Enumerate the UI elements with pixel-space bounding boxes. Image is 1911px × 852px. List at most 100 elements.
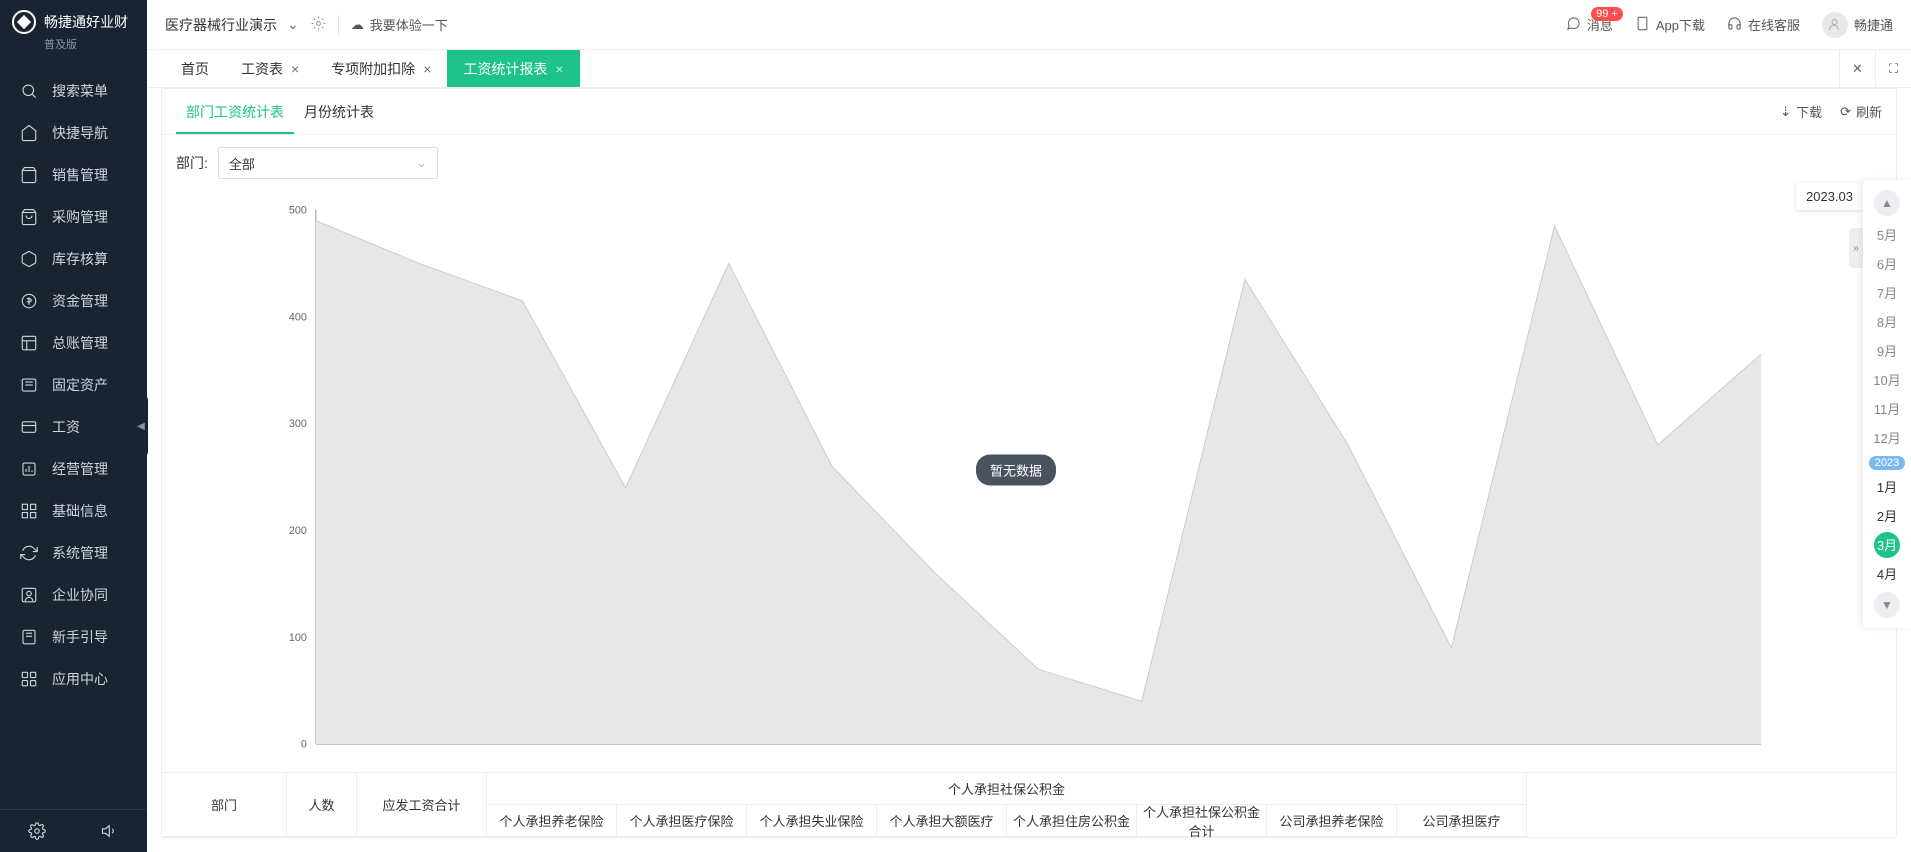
nav-item-bag[interactable]: 采购管理 bbox=[0, 196, 147, 238]
col-header: 公司承担养老保险 bbox=[1267, 805, 1397, 837]
messages-button[interactable]: 消息 99 + bbox=[1566, 15, 1613, 34]
month-item[interactable]: 12月 bbox=[1863, 423, 1911, 452]
nav-item-collab[interactable]: 企业协同 bbox=[0, 574, 147, 616]
brand-logo-icon bbox=[12, 10, 36, 34]
nav: 搜索菜单快捷导航销售管理采购管理库存核算资金管理总账管理固定资产工资经营管理基础… bbox=[0, 62, 147, 809]
message-icon bbox=[1566, 16, 1581, 34]
month-item[interactable]: 6月 bbox=[1863, 249, 1911, 278]
tab-label: 首页 bbox=[181, 59, 209, 79]
chevron-down-icon: ⌄ bbox=[287, 16, 299, 33]
col-header: 应发工资合计 bbox=[357, 773, 487, 837]
nav-item-wallet[interactable]: 资金管理 bbox=[0, 280, 147, 322]
report-icon bbox=[20, 460, 38, 478]
sub-tabs: 部门工资统计表 月份统计表 ⇣ 下载 ⟳ 刷新 bbox=[162, 89, 1896, 135]
col-header: 个人承担大额医疗 bbox=[877, 805, 1007, 837]
app-download-button[interactable]: App下载 bbox=[1635, 15, 1705, 34]
tab-label: 工资统计报表 bbox=[463, 59, 547, 79]
nav-item-label: 搜索菜单 bbox=[52, 81, 108, 101]
sidebar-collapse-handle[interactable]: ◀ bbox=[134, 396, 148, 456]
tab-2[interactable]: 专项附加扣除× bbox=[315, 50, 447, 87]
tab-0[interactable]: 首页 bbox=[165, 50, 225, 87]
brand-edition: 普及版 bbox=[0, 36, 147, 62]
close-icon[interactable]: × bbox=[555, 61, 563, 77]
nav-item-search[interactable]: 搜索菜单 bbox=[0, 70, 147, 112]
nav-item-label: 应用中心 bbox=[52, 669, 108, 689]
nav-item-box[interactable]: 库存核算 bbox=[0, 238, 147, 280]
month-item[interactable]: 8月 bbox=[1863, 307, 1911, 336]
org-selector[interactable]: 医疗器械行业演示 ⌄ bbox=[165, 15, 299, 35]
nav-item-home[interactable]: 快捷导航 bbox=[0, 112, 147, 154]
month-item[interactable]: 2月 bbox=[1863, 501, 1911, 530]
month-item[interactable]: 4月 bbox=[1863, 559, 1911, 588]
svg-text:500: 500 bbox=[289, 205, 307, 217]
wallet-icon bbox=[20, 292, 38, 310]
nav-item-label: 快捷导航 bbox=[52, 123, 108, 143]
nav-item-salary[interactable]: 工资 bbox=[0, 406, 147, 448]
month-item[interactable]: 3月 bbox=[1863, 530, 1911, 559]
support-button[interactable]: 在线客服 bbox=[1727, 15, 1800, 34]
nav-item-guide[interactable]: 新手引导 bbox=[0, 616, 147, 658]
filter-row: 部门: 全部 ⌄ bbox=[162, 135, 1896, 191]
col-header: 部门 bbox=[162, 773, 287, 837]
month-next-button[interactable]: ▼ bbox=[1874, 592, 1900, 618]
sub-tab-month-salary[interactable]: 月份统计表 bbox=[294, 89, 384, 134]
tab-fullscreen-button[interactable]: ⛶ bbox=[1875, 50, 1911, 87]
month-item[interactable]: 11月 bbox=[1863, 394, 1911, 423]
month-prev-button[interactable]: ▲ bbox=[1874, 190, 1900, 216]
settings-button[interactable] bbox=[0, 810, 74, 852]
nav-item-ledger[interactable]: 总账管理 bbox=[0, 322, 147, 364]
nav-item-label: 基础信息 bbox=[52, 501, 108, 521]
month-item[interactable]: 10月 bbox=[1863, 365, 1911, 394]
nav-item-label: 系统管理 bbox=[52, 543, 108, 563]
refresh-icon: ⟳ bbox=[1840, 104, 1851, 120]
ledger-icon bbox=[20, 334, 38, 352]
try-experience-link[interactable]: ☁ 我要体验一下 bbox=[351, 15, 448, 34]
svg-text:0: 0 bbox=[301, 739, 307, 751]
nav-item-apps[interactable]: 应用中心 bbox=[0, 658, 147, 700]
month-rail-expand[interactable]: » bbox=[1849, 228, 1863, 268]
org-name: 医疗器械行业演示 bbox=[165, 15, 277, 35]
brand: 畅捷通好业财 bbox=[0, 0, 147, 40]
nav-item-grid[interactable]: 基础信息 bbox=[0, 490, 147, 532]
nav-item-sync[interactable]: 系统管理 bbox=[0, 532, 147, 574]
month-item[interactable]: 5月 bbox=[1863, 220, 1911, 249]
close-icon[interactable]: × bbox=[423, 61, 431, 77]
period-display: 2023.03 bbox=[1796, 183, 1863, 210]
tab-label: 工资表 bbox=[241, 59, 283, 79]
report-panel: 部门工资统计表 月份统计表 ⇣ 下载 ⟳ 刷新 bbox=[161, 88, 1897, 838]
month-item[interactable]: 9月 bbox=[1863, 336, 1911, 365]
tab-1[interactable]: 工资表 × bbox=[225, 50, 315, 87]
sub-tab-dept-salary[interactable]: 部门工资统计表 bbox=[176, 89, 294, 134]
sound-button[interactable] bbox=[74, 810, 148, 852]
nav-item-report[interactable]: 经营管理 bbox=[0, 448, 147, 490]
refresh-label: 刷新 bbox=[1856, 102, 1882, 121]
svg-text:200: 200 bbox=[289, 525, 307, 537]
no-data-badge: 暂无数据 bbox=[976, 455, 1056, 486]
nav-item-cart[interactable]: 销售管理 bbox=[0, 154, 147, 196]
month-item[interactable]: 1月 bbox=[1863, 472, 1911, 501]
salary-icon bbox=[20, 418, 38, 436]
svg-text:100: 100 bbox=[289, 632, 307, 644]
box-icon bbox=[20, 250, 38, 268]
table: 部门人数应发工资合计个人承担社保公积金个人承担养老保险个人承担医疗保险个人承担失… bbox=[162, 772, 1896, 837]
phone-icon bbox=[1635, 16, 1650, 34]
nav-item-label: 企业协同 bbox=[52, 585, 108, 605]
col-header: 个人承担医疗保险 bbox=[617, 805, 747, 837]
download-button[interactable]: ⇣ 下载 bbox=[1780, 102, 1822, 121]
nav-item-label: 销售管理 bbox=[52, 165, 108, 185]
collab-icon bbox=[20, 586, 38, 604]
month-item[interactable]: 7月 bbox=[1863, 278, 1911, 307]
tab-close-all-button[interactable]: ✕ bbox=[1839, 50, 1875, 87]
col-header: 个人承担社保公积金合计 bbox=[1137, 805, 1267, 837]
sub-tab-label: 部门工资统计表 bbox=[186, 102, 284, 122]
divider bbox=[338, 15, 339, 35]
tab-3[interactable]: 工资统计报表 × bbox=[447, 50, 579, 87]
refresh-button[interactable]: ⟳ 刷新 bbox=[1840, 102, 1882, 121]
nav-item-asset[interactable]: 固定资产 bbox=[0, 364, 147, 406]
user-menu[interactable]: 畅捷通 bbox=[1822, 12, 1893, 38]
col-header: 个人承担失业保险 bbox=[747, 805, 877, 837]
org-settings-icon[interactable] bbox=[311, 16, 326, 34]
svg-text:300: 300 bbox=[289, 418, 307, 430]
dept-select[interactable]: 全部 ⌄ bbox=[218, 147, 438, 179]
close-icon[interactable]: × bbox=[291, 61, 299, 77]
